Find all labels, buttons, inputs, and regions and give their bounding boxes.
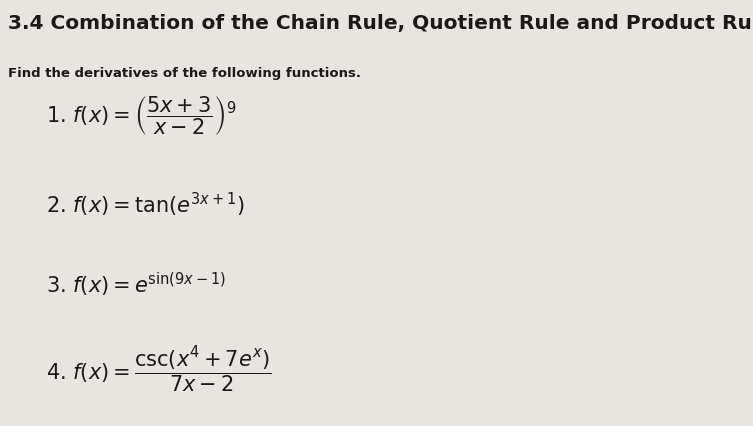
Text: Find the derivatives of the following functions.: Find the derivatives of the following fu… bbox=[8, 67, 361, 80]
Text: 4. $f(x) = \dfrac{\csc(x^4+7e^x)}{7x-2}$: 4. $f(x) = \dfrac{\csc(x^4+7e^x)}{7x-2}$ bbox=[47, 344, 272, 395]
Text: 3.4 Combination of the Chain Rule, Quotient Rule and Product Rule: 3.4 Combination of the Chain Rule, Quoti… bbox=[8, 14, 753, 33]
Text: 1. $f(x) = \left(\dfrac{5x+3}{x-2}\right)^{9}$: 1. $f(x) = \left(\dfrac{5x+3}{x-2}\right… bbox=[47, 94, 236, 137]
Text: 2. $f(x) = \tan(e^{3x+1})$: 2. $f(x) = \tan(e^{3x+1})$ bbox=[47, 190, 245, 219]
Text: 3. $f(x) = e^{\sin(9x-1)}$: 3. $f(x) = e^{\sin(9x-1)}$ bbox=[47, 271, 227, 299]
